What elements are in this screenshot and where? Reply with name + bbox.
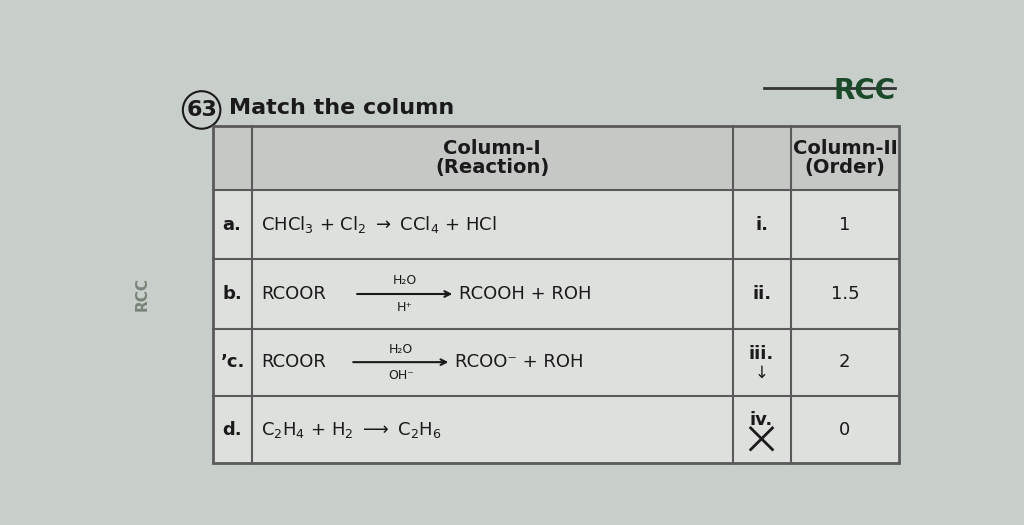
Text: (Reaction): (Reaction) xyxy=(435,158,549,177)
Text: RCC: RCC xyxy=(134,277,150,311)
Text: a.: a. xyxy=(222,216,242,234)
Bar xyxy=(213,126,899,464)
Text: 63: 63 xyxy=(186,100,217,120)
Text: H₂O: H₂O xyxy=(392,275,417,287)
Text: ↓: ↓ xyxy=(755,364,768,382)
Text: 2: 2 xyxy=(839,353,851,371)
Text: i.: i. xyxy=(755,216,768,234)
Text: OH⁻: OH⁻ xyxy=(388,369,414,382)
Text: C$_2$H$_4$ + H$_2$ $\longrightarrow$ C$_2$H$_6$: C$_2$H$_4$ + H$_2$ $\longrightarrow$ C$_… xyxy=(261,419,442,439)
Text: RCOO⁻ + ROH: RCOO⁻ + ROH xyxy=(455,353,584,371)
Text: Match the column: Match the column xyxy=(228,98,454,118)
Text: (Order): (Order) xyxy=(805,158,886,177)
Bar xyxy=(213,126,899,464)
Text: H₂O: H₂O xyxy=(389,342,413,355)
Text: RCOOR: RCOOR xyxy=(261,353,327,371)
Text: ii.: ii. xyxy=(752,285,771,303)
Text: Column-II: Column-II xyxy=(793,139,897,159)
Text: 0: 0 xyxy=(840,421,851,438)
Text: 1: 1 xyxy=(840,216,851,234)
Text: RCOOR: RCOOR xyxy=(261,285,327,303)
Text: RCC: RCC xyxy=(834,77,895,105)
Text: CHCl$_3$ + Cl$_2$ $\rightarrow$ CCl$_4$ + HCl: CHCl$_3$ + Cl$_2$ $\rightarrow$ CCl$_4$ … xyxy=(261,214,497,235)
Bar xyxy=(213,126,899,190)
Text: iii.: iii. xyxy=(749,345,774,363)
Text: RCOOH + ROH: RCOOH + ROH xyxy=(459,285,592,303)
Text: 1.5: 1.5 xyxy=(830,285,859,303)
Text: b.: b. xyxy=(222,285,243,303)
Text: ʼc.: ʼc. xyxy=(221,353,246,371)
Text: H⁺: H⁺ xyxy=(396,301,413,313)
Text: iv.: iv. xyxy=(750,411,773,429)
Text: d.: d. xyxy=(222,421,242,438)
Text: Column-I: Column-I xyxy=(443,139,541,159)
